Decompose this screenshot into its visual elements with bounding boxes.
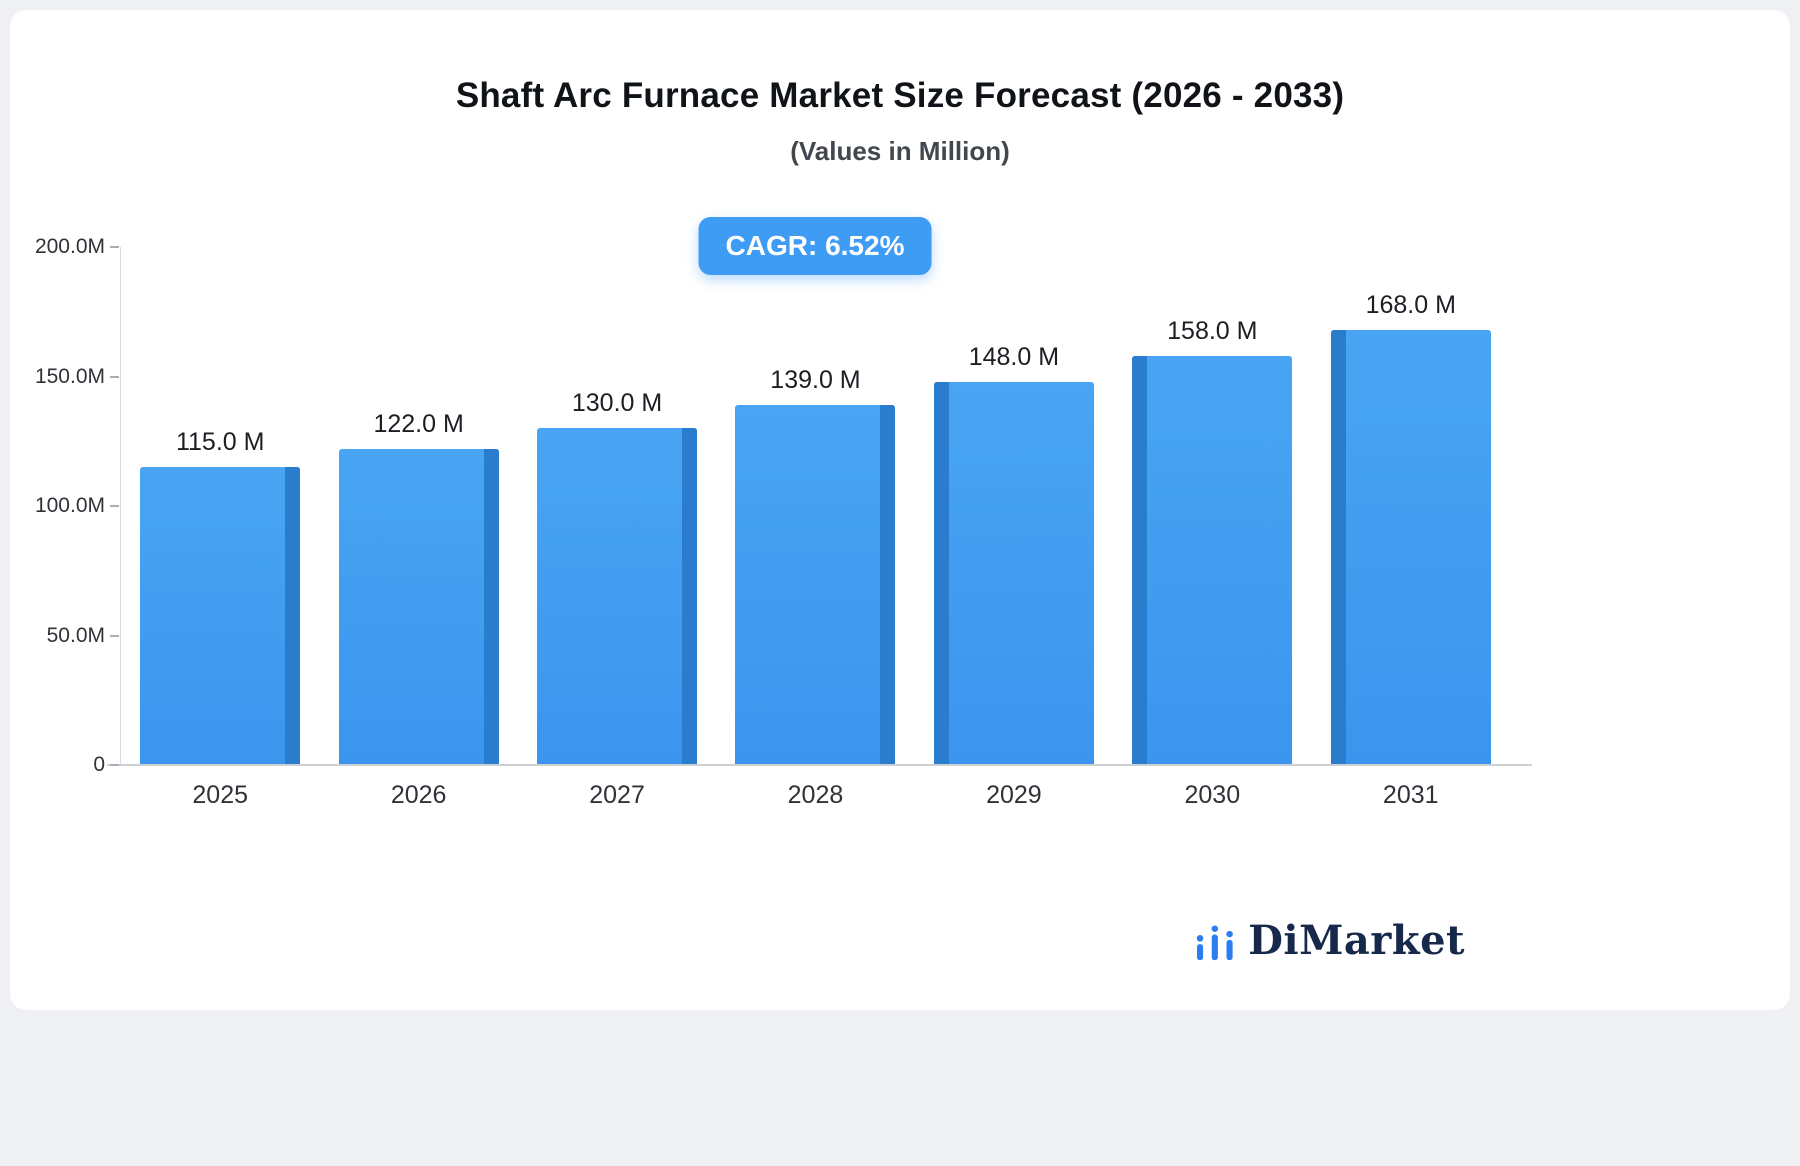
bar-column: 158.0 M 2030 [1113,247,1311,809]
y-axis-tick-mark [110,246,119,248]
bar-value-label: 130.0 M [571,389,663,418]
bar-chart-icon [1196,924,1234,960]
bar-shadow-face [880,405,896,765]
bar-shadow-face [285,467,301,765]
brand-name: DiMarket [1248,917,1465,964]
bar-value-label: 158.0 M [1167,316,1258,345]
brand-logo: DiMarket [1192,917,1465,964]
x-axis-line [107,764,1532,766]
y-axis-tick-label: 100.0M [34,494,105,517]
x-axis-category-label: 2030 [1184,781,1241,809]
bar [338,449,499,765]
bars-container: 115.0 M 2025 122.0 M 2026 130.0 M 2027 139.0 M… [121,247,1510,809]
y-axis-tick-label: 200.0M [34,235,105,258]
bar [933,381,1094,765]
x-axis-category-label: 2031 [1382,781,1439,809]
bar-shadow-face [933,381,949,765]
page: { "page": { "background_color": "#eef0f3… [0,10,1800,1166]
bar-column: 139.0 M 2028 [716,247,914,809]
y-axis-tick-label: 150.0M [34,364,105,388]
bar-value-label: 139.0 M [770,366,861,394]
bar-value-label: 115.0 M [175,428,265,457]
bar-column: 148.0 M 2029 [915,247,1113,809]
bar-shadow-face [483,449,499,765]
chart-card: Shaft Arc Furnace Market Size Forecast (… [10,10,1790,1010]
bar-value-label: 122.0 M [373,410,464,439]
bar-shadow-face [1330,329,1346,765]
bar [735,405,896,765]
chart-subtitle: (Values in Million) [790,136,1010,166]
y-axis-tick-mark [110,634,119,637]
plot-area: 115.0 M 2025 122.0 M 2026 130.0 M 2027 139.0 M… [35,235,1532,809]
bar-value-label: 148.0 M [968,342,1060,371]
x-axis-category-label: 2027 [589,781,645,809]
bar-column: 122.0 M 2026 [319,247,517,809]
bar-shadow-face [1132,355,1148,765]
bar [1132,355,1293,765]
x-axis-category-label: 2025 [192,781,249,809]
chart-area: CAGR: 6.52% 115.0 M 2025 122.0 M 2026 130.0 … [35,217,1532,809]
x-axis-category-label: 2026 [390,781,447,809]
y-axis-tick-label: 0 [93,753,105,776]
bar-column: 168.0 M 2031 [1312,247,1510,809]
bar [537,428,698,765]
bar-column: 130.0 M 2027 [518,247,716,809]
bar-shadow-face [682,428,698,765]
cagr-badge: CAGR: 6.52% [698,217,932,275]
x-axis-category-label: 2028 [787,781,844,809]
y-axis-tick-mark [110,505,119,507]
x-axis-category-label: 2029 [986,781,1042,809]
bar-value-label: 168.0 M [1365,290,1456,319]
y-axis-tick-mark [110,375,119,378]
chart-title: Shaft Arc Furnace Market Size Forecast (… [455,76,1345,115]
y-axis-tick-label: 50.0M [46,623,105,647]
y-axis-tick-mark [110,764,119,766]
bar-column: 115.0 M 2025 [121,247,319,809]
bar [140,467,301,765]
bar [1330,329,1491,765]
